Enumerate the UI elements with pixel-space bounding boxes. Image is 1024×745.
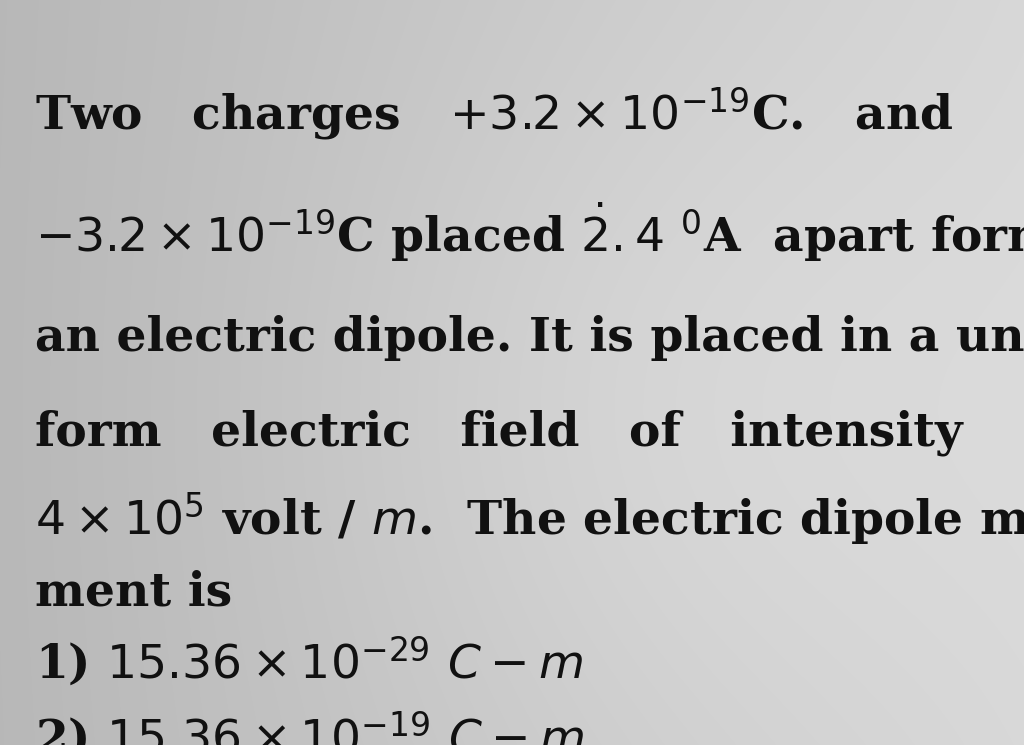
Text: form   electric   field   of   intensity: form electric field of intensity [35,410,963,457]
Text: $4\times10^{5}$ volt / $m$.  The electric dipole mo-: $4\times10^{5}$ volt / $m$. The electric… [35,490,1024,548]
Text: 1) $15.36\times10^{-29}$ $C - m$: 1) $15.36\times10^{-29}$ $C - m$ [35,635,584,688]
Text: $-3.2\times10^{-19}$C placed $\dot{2}.4\ ^{0}$A  apart form: $-3.2\times10^{-19}$C placed $\dot{2}.4\… [35,200,1024,264]
Text: ment is: ment is [35,570,232,616]
Text: Two   charges   $+3.2\times10^{-19}$C.   and: Two charges $+3.2\times10^{-19}$C. and [35,85,953,142]
Text: 2) $15.36\times10^{-19}$ $C - m$: 2) $15.36\times10^{-19}$ $C - m$ [35,710,584,745]
Text: an electric dipole. It is placed in a uni-: an electric dipole. It is placed in a un… [35,315,1024,361]
